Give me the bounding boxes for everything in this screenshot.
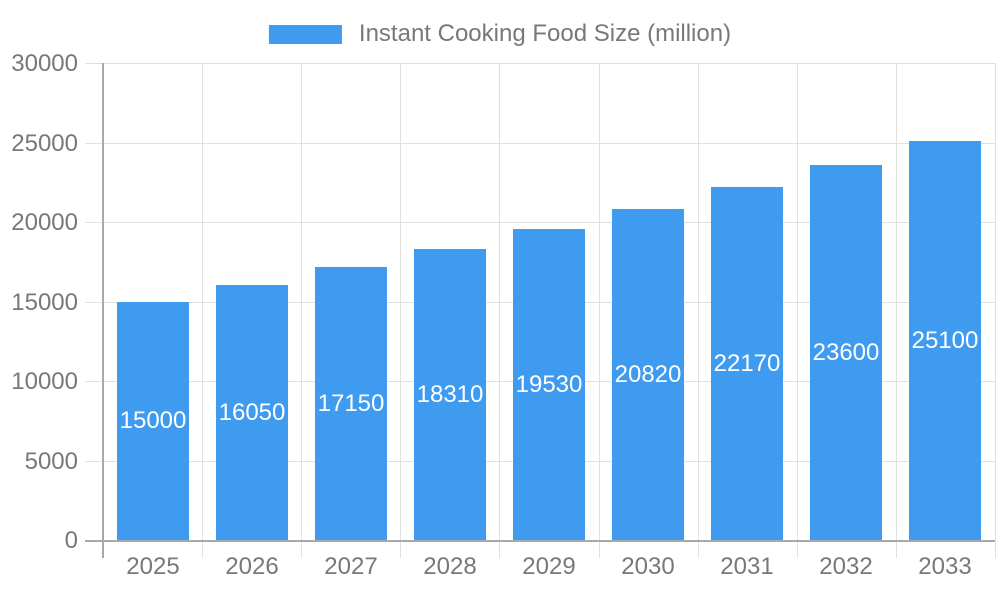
- x-gridline: [797, 63, 798, 558]
- bar-value-label: 17150: [317, 389, 385, 417]
- bar-2025: 15000: [117, 302, 189, 540]
- x-gridline: [202, 63, 203, 558]
- x-axis-tick-label: 2030: [621, 553, 675, 580]
- bar-value-label: 23600: [812, 338, 880, 366]
- bar-value-label: 15000: [119, 407, 187, 434]
- bar-value-label: 25100: [911, 326, 979, 354]
- y-gridline: [85, 222, 995, 223]
- x-gridline: [995, 63, 996, 558]
- y-axis-tick-label: 10000: [11, 368, 78, 395]
- bar-value-label: 22170: [713, 349, 781, 377]
- y-axis-tick-label: 30000: [11, 50, 78, 77]
- bar-2029: 19530: [513, 229, 585, 540]
- legend-item[interactable]: Instant Cooking Food Size (million): [268, 20, 732, 47]
- x-gridline: [301, 63, 302, 558]
- y-axis-tick-label: 15000: [11, 289, 78, 316]
- x-gridline: [499, 63, 500, 558]
- bar-2026: 16050: [216, 285, 288, 540]
- x-axis-line: [85, 540, 995, 542]
- legend-swatch-icon: [268, 24, 342, 44]
- x-gridline: [599, 63, 600, 558]
- x-axis-tick-label: 2026: [225, 553, 279, 580]
- y-axis-tick-label: 0: [64, 527, 78, 554]
- x-axis-tick-label: 2027: [324, 553, 378, 580]
- y-gridline: [85, 63, 995, 64]
- x-axis-tick-label: 2025: [126, 553, 180, 580]
- bar-value-label: 18310: [416, 380, 484, 408]
- y-axis-tick-label: 25000: [11, 130, 78, 157]
- x-axis-tick-label: 2028: [423, 553, 477, 580]
- y-axis-line: [102, 63, 104, 558]
- x-gridline: [896, 63, 897, 558]
- x-axis-tick-label: 2033: [918, 553, 972, 580]
- y-axis-tick-label: 20000: [11, 209, 78, 236]
- x-axis-tick-label: 2032: [819, 553, 873, 580]
- x-gridline: [400, 63, 401, 558]
- x-gridline: [698, 63, 699, 558]
- bar-2027: 17150: [315, 267, 387, 540]
- y-axis-tick-label: 5000: [24, 448, 78, 475]
- x-axis-tick-label: 2029: [522, 553, 576, 580]
- y-gridline: [85, 143, 995, 144]
- bar-2032: 23600: [810, 165, 882, 540]
- bar-2033: 25100: [909, 141, 981, 540]
- x-axis-tick-label: 2031: [720, 553, 774, 580]
- bar-value-label: 20820: [614, 360, 682, 388]
- bar-2028: 18310: [414, 249, 486, 540]
- legend-label: Instant Cooking Food Size (million): [358, 20, 732, 47]
- bar-value-label: 19530: [515, 370, 583, 398]
- bar-2031: 22170: [711, 187, 783, 540]
- bar-2030: 20820: [612, 209, 684, 540]
- bar-value-label: 16050: [218, 398, 286, 426]
